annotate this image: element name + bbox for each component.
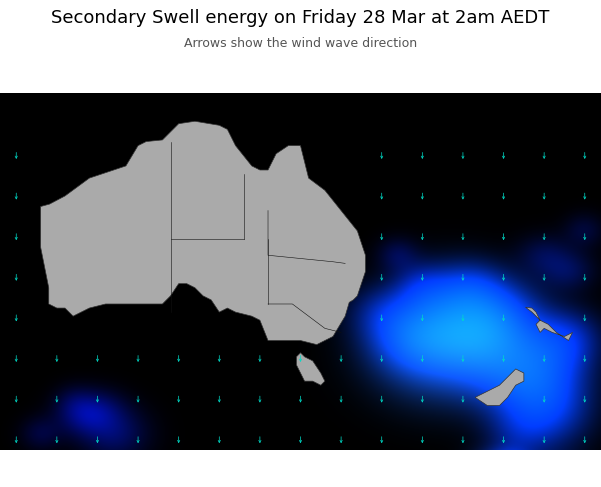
Polygon shape (296, 353, 325, 385)
Polygon shape (41, 121, 365, 345)
Text: Arrows show the wind wave direction: Arrows show the wind wave direction (184, 37, 417, 50)
Polygon shape (525, 307, 573, 340)
Polygon shape (475, 369, 524, 406)
Text: Secondary Swell energy on Friday 28 Mar at 2am AEDT: Secondary Swell energy on Friday 28 Mar … (51, 9, 550, 27)
